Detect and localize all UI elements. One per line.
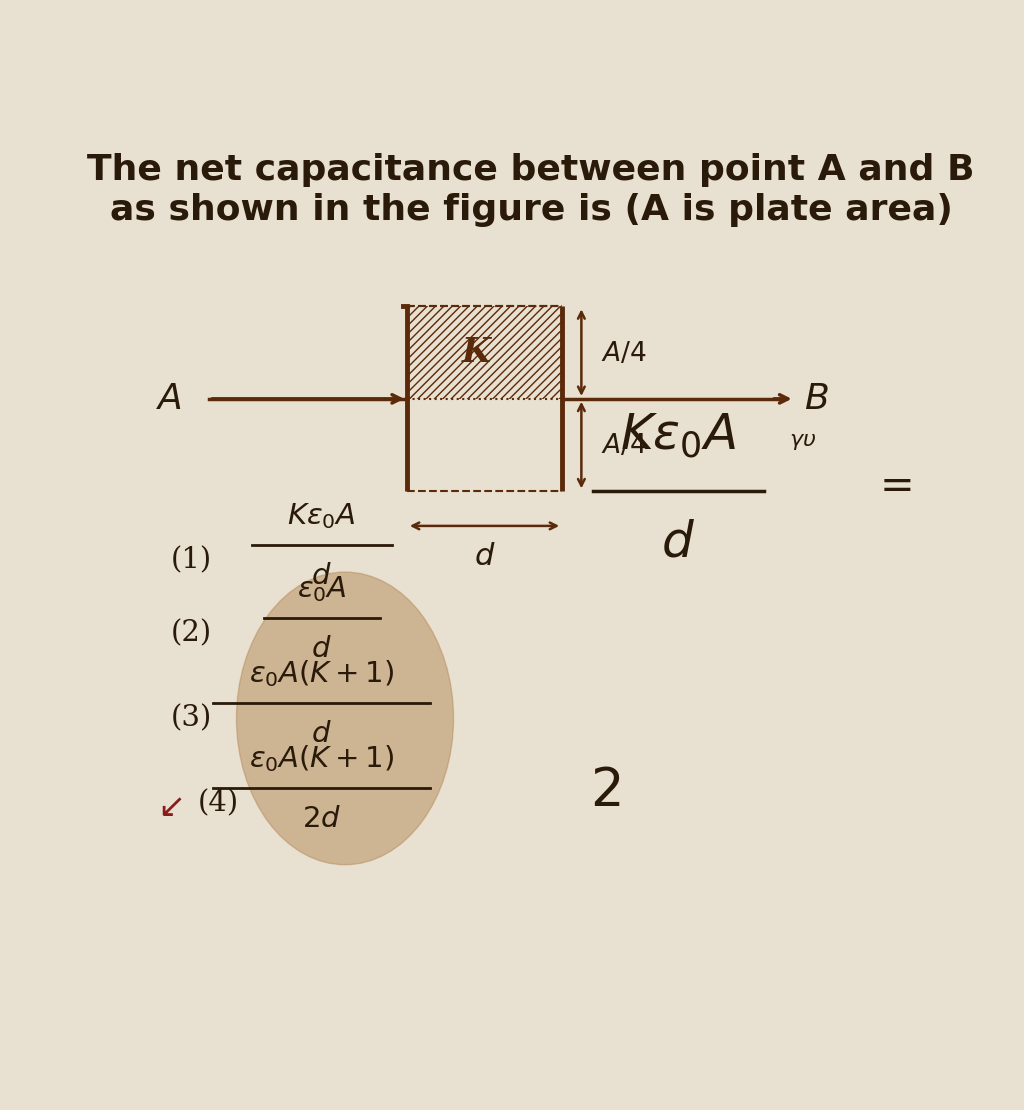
Text: $d$: $d$ bbox=[662, 518, 695, 567]
Text: $2d$: $2d$ bbox=[302, 805, 341, 832]
Text: $\swarrow$: $\swarrow$ bbox=[152, 791, 183, 823]
Text: (2): (2) bbox=[171, 619, 212, 648]
Bar bbox=[407, 306, 562, 398]
Text: as shown in the figure is (A is plate area): as shown in the figure is (A is plate ar… bbox=[110, 193, 952, 228]
Text: $=$: $=$ bbox=[871, 463, 911, 505]
Text: $A/4$: $A/4$ bbox=[601, 432, 646, 458]
Text: $K\varepsilon_0 A$: $K\varepsilon_0 A$ bbox=[288, 502, 356, 532]
Text: $K\varepsilon_0 A$: $K\varepsilon_0 A$ bbox=[621, 411, 736, 461]
Text: (3): (3) bbox=[171, 705, 212, 733]
Text: (1): (1) bbox=[171, 546, 212, 575]
Text: $d$: $d$ bbox=[311, 720, 332, 748]
Text: $\varepsilon_0 A(K+1)$: $\varepsilon_0 A(K+1)$ bbox=[249, 658, 394, 689]
Text: $d$: $d$ bbox=[311, 562, 332, 591]
Ellipse shape bbox=[237, 572, 454, 865]
Text: $\gamma\upsilon$: $\gamma\upsilon$ bbox=[788, 431, 816, 452]
Text: $d$: $d$ bbox=[311, 635, 332, 664]
Text: $\varepsilon_0 A$: $\varepsilon_0 A$ bbox=[297, 575, 346, 605]
Text: K: K bbox=[462, 336, 492, 370]
Text: $B$: $B$ bbox=[804, 382, 828, 416]
Text: $2$: $2$ bbox=[590, 766, 620, 817]
Text: $A/4$: $A/4$ bbox=[601, 340, 646, 365]
Text: $\varepsilon_0 A(K+1)$: $\varepsilon_0 A(K+1)$ bbox=[249, 743, 394, 774]
Text: The net capacitance between point A and B: The net capacitance between point A and … bbox=[87, 153, 975, 188]
Text: (4): (4) bbox=[198, 789, 239, 817]
Text: $d$: $d$ bbox=[474, 542, 496, 573]
Text: $A$: $A$ bbox=[156, 382, 182, 416]
